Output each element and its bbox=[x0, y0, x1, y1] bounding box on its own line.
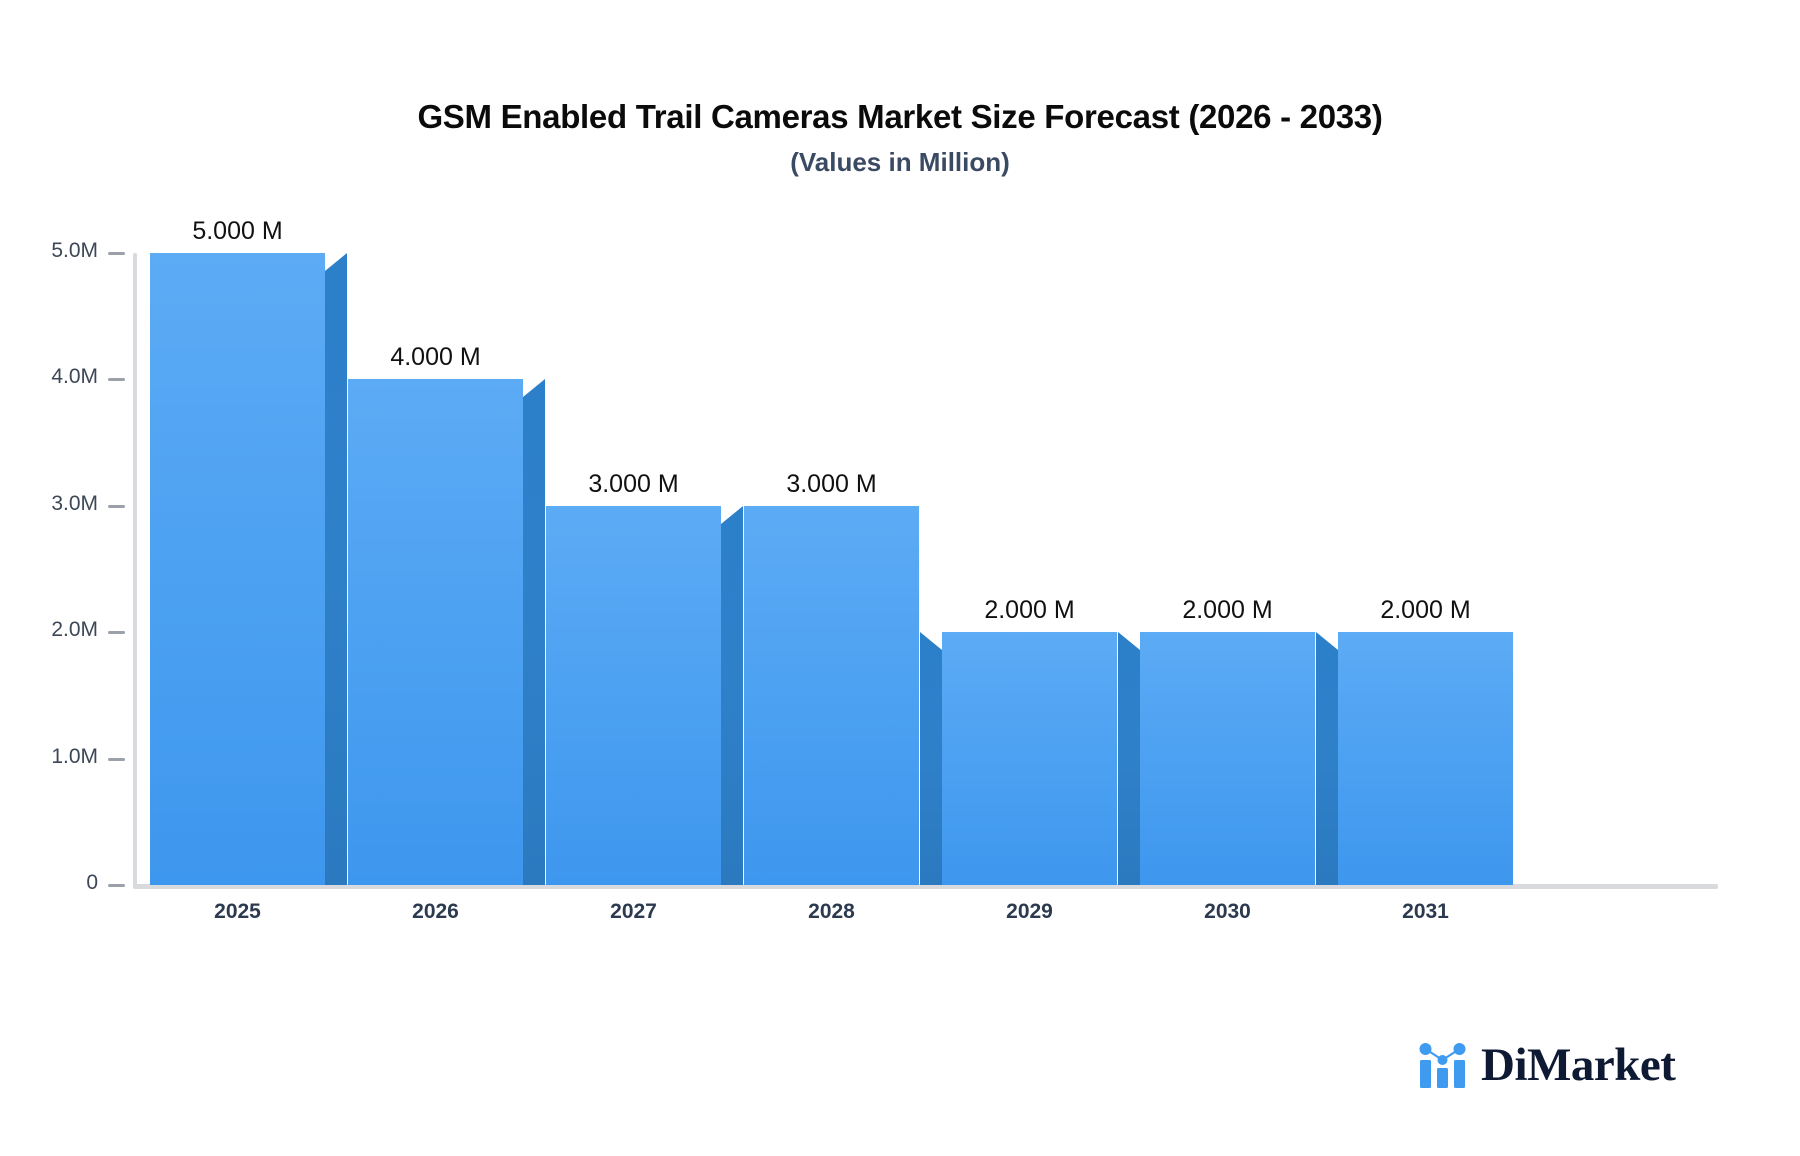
bar-2030[interactable]: 2.000 M bbox=[1118, 596, 1315, 885]
bar-face bbox=[744, 506, 919, 885]
bar-value-label: 2.000 M bbox=[984, 596, 1075, 624]
x-axis-tick-label: 2026 bbox=[412, 900, 459, 923]
bar-side-face bbox=[721, 506, 743, 885]
x-axis-tick-label: 2028 bbox=[808, 900, 855, 923]
y-axis-line bbox=[133, 253, 137, 887]
x-axis-tick-label: 2031 bbox=[1402, 900, 1449, 923]
y-axis-tick-mark bbox=[108, 884, 125, 887]
page-subtitle: (Values in Million) bbox=[790, 146, 1010, 177]
y-axis-tick-mark bbox=[108, 757, 125, 761]
bar-side-face bbox=[325, 253, 347, 885]
bar-value-label: 2.000 M bbox=[1182, 596, 1273, 624]
x-axis-line bbox=[133, 884, 1718, 889]
bar-value-label: 2.000 M bbox=[1380, 596, 1471, 624]
y-axis-tick-mark bbox=[108, 378, 125, 382]
bar-2031[interactable]: 2.000 M bbox=[1316, 596, 1513, 885]
bar-2027[interactable]: 3.000 M bbox=[546, 470, 743, 885]
page-title: GSM Enabled Trail Cameras Market Size Fo… bbox=[417, 98, 1383, 135]
bar-face bbox=[1338, 632, 1513, 885]
bar-2025[interactable]: 5.000 M bbox=[150, 217, 347, 885]
bar-value-label: 3.000 M bbox=[786, 470, 877, 498]
bar-value-label: 4.000 M bbox=[390, 343, 481, 371]
y-axis-tick-label: 1.0M bbox=[51, 744, 98, 768]
logo-text: DiMarket bbox=[1481, 1038, 1676, 1091]
bar-face bbox=[942, 632, 1117, 885]
y-axis-tick-label: 2.0M bbox=[51, 618, 98, 642]
bar-2029[interactable]: 2.000 M bbox=[920, 596, 1117, 885]
bar-side-face bbox=[920, 632, 942, 885]
bar-side-face bbox=[1316, 632, 1338, 885]
bar-face bbox=[1140, 632, 1315, 885]
y-axis-tick-label: 5.0M bbox=[51, 239, 98, 262]
bar-chart-icon bbox=[1419, 1043, 1466, 1088]
bar-2026[interactable]: 4.000 M bbox=[348, 343, 545, 885]
y-axis-tick-label: 4.0M bbox=[51, 365, 98, 389]
y-axis-tick-mark bbox=[108, 252, 125, 255]
dimarket-logo: DiMarket bbox=[1418, 1038, 1676, 1091]
x-axis-tick-label: 2029 bbox=[1006, 900, 1053, 923]
bar-side-face bbox=[523, 379, 545, 885]
x-axis-tick-label: 2027 bbox=[610, 900, 657, 923]
y-axis-tick-label: 0 bbox=[86, 871, 98, 894]
title-block: GSM Enabled Trail Cameras Market Size Fo… bbox=[0, 98, 1800, 178]
bar-value-label: 3.000 M bbox=[588, 470, 679, 498]
y-axis-tick-mark bbox=[108, 631, 125, 635]
bar-value-label: 5.000 M bbox=[192, 217, 283, 245]
bar-face bbox=[348, 379, 523, 885]
y-axis-tick-mark bbox=[108, 504, 125, 508]
bar-2028[interactable]: 3.000 M bbox=[744, 470, 919, 885]
x-axis-tick-label: 2025 bbox=[214, 900, 261, 923]
bar-face bbox=[150, 253, 325, 885]
bar-side-face bbox=[1118, 632, 1140, 885]
x-axis-tick-label: 2030 bbox=[1204, 900, 1251, 923]
bar-face bbox=[546, 506, 721, 885]
y-axis-tick-label: 3.0M bbox=[51, 491, 98, 515]
